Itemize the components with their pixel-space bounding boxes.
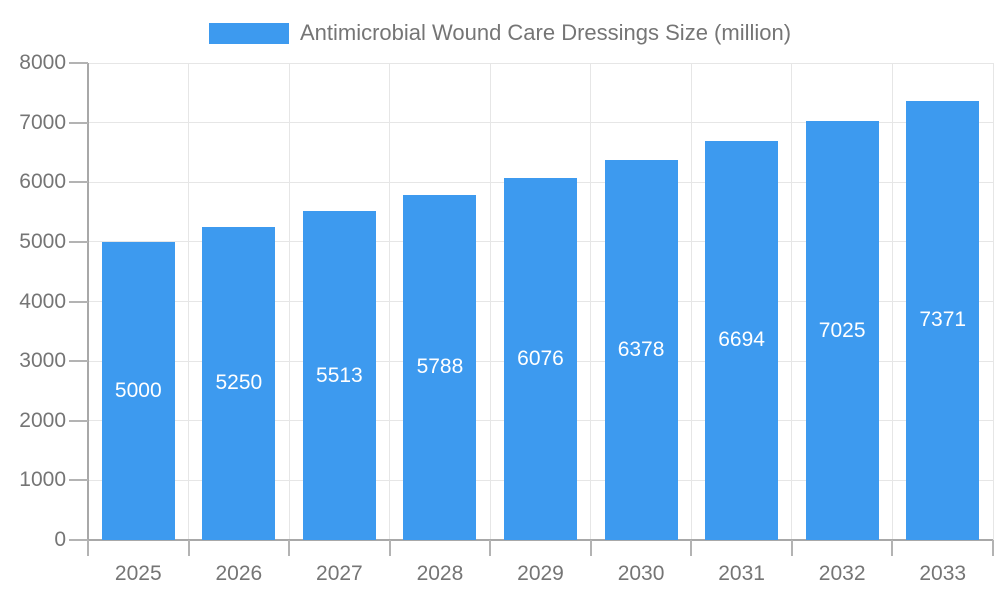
gridline-vertical — [489, 63, 491, 540]
legend-color-swatch — [208, 22, 289, 44]
y-axis-tick — [69, 121, 88, 124]
x-axis-tick-label: 2027 — [316, 562, 363, 585]
bar[interactable] — [504, 177, 577, 540]
bar[interactable] — [302, 211, 376, 540]
y-axis-tick-label: 3000 — [19, 349, 66, 373]
bar-value-label: 6378 — [617, 337, 665, 361]
bar[interactable] — [101, 241, 175, 540]
y-axis-tick-label: 5000 — [19, 229, 66, 253]
y-axis-tick-label: 2000 — [19, 408, 66, 432]
y-axis-tick-label: 0 — [54, 528, 66, 551]
gridline-vertical — [690, 63, 692, 540]
x-axis-line — [88, 539, 993, 541]
x-axis-tick — [589, 540, 592, 556]
y-axis-line — [87, 63, 89, 540]
bar-value-label: 5000 — [114, 378, 162, 402]
x-axis-tick — [187, 540, 190, 556]
bar-value-label: 5250 — [215, 371, 263, 395]
plot-area: 5000 5250 5513 5788 6076 6378 6694 7025 7371 — [87, 62, 994, 541]
y-axis-tick — [69, 62, 88, 64]
bar-value-label: 5788 — [416, 355, 464, 379]
legend-item[interactable]: Antimicrobial Wound Care Dressings Size … — [0, 20, 1000, 46]
x-axis-tick — [87, 540, 89, 556]
gridline-vertical — [992, 63, 994, 540]
y-axis-tick — [69, 539, 88, 541]
x-axis-tick-label: 2030 — [617, 562, 665, 585]
gridline-vertical — [791, 63, 793, 540]
x-axis-tick — [992, 540, 994, 556]
x-axis-tick — [790, 540, 793, 556]
x-axis-tick-label: 2032 — [818, 562, 866, 585]
bar-value-label: 7025 — [818, 318, 866, 342]
x-axis-tick — [288, 540, 291, 556]
gridline-vertical — [590, 63, 592, 540]
y-axis-tick — [69, 240, 88, 243]
bar[interactable] — [906, 100, 980, 540]
bar[interactable] — [805, 121, 879, 540]
bar[interactable] — [604, 159, 678, 540]
x-axis-tick-label: 2031 — [718, 562, 765, 585]
x-axis-tick — [891, 540, 894, 556]
x-axis-tick-label: 2025 — [114, 562, 162, 585]
y-axis-tick — [69, 360, 88, 363]
bar-value-label: 5513 — [316, 363, 363, 387]
gridline-vertical — [389, 63, 391, 540]
gridline-vertical — [288, 63, 290, 540]
bar[interactable] — [705, 140, 779, 540]
bar-value-label: 6076 — [517, 346, 564, 370]
y-axis-tick-label: 7000 — [19, 110, 66, 134]
x-axis-tick — [388, 540, 391, 556]
y-axis-tick-label: 1000 — [19, 468, 66, 492]
y-axis-tick-label: 8000 — [19, 51, 66, 74]
x-axis-tick-label: 2029 — [517, 562, 564, 585]
x-axis-tick — [690, 540, 693, 556]
bar[interactable] — [202, 226, 276, 540]
bar-value-label: 6694 — [718, 328, 765, 352]
gridline-vertical — [188, 63, 190, 540]
y-axis-tick-label: 6000 — [19, 170, 66, 194]
y-axis-tick — [69, 479, 88, 482]
y-axis-tick — [69, 181, 88, 184]
x-axis-tick-label: 2033 — [919, 562, 967, 585]
gridline-horizontal — [88, 62, 993, 64]
bar-value-label: 7371 — [919, 308, 967, 332]
y-axis-tick-label: 4000 — [19, 289, 66, 313]
x-axis-tick-label: 2026 — [215, 562, 263, 585]
x-axis-tick-label: 2028 — [416, 562, 464, 585]
x-axis-tick — [489, 540, 492, 556]
gridline-vertical — [891, 63, 893, 540]
gridline-horizontal — [88, 122, 993, 124]
legend-label: Antimicrobial Wound Care Dressings Size … — [299, 20, 792, 45]
bar[interactable] — [403, 194, 477, 540]
y-axis-tick — [69, 419, 88, 422]
y-axis-tick — [69, 300, 88, 303]
